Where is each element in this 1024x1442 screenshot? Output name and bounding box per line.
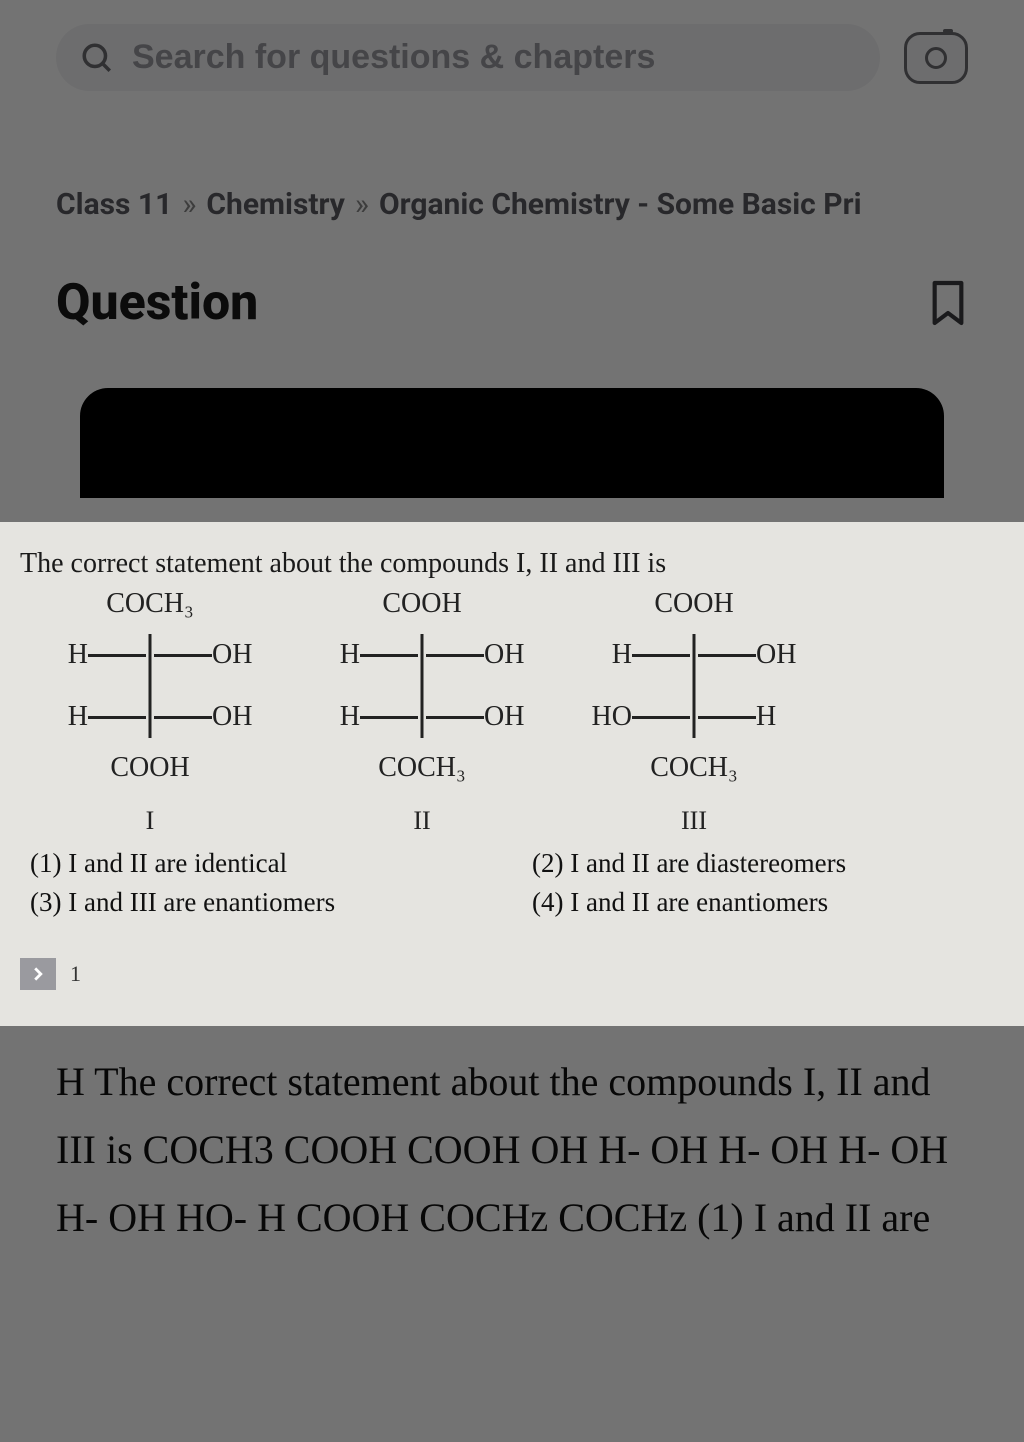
- option-4[interactable]: (4) I and II are enantiomers: [532, 887, 994, 918]
- structure-left-sub: HO: [572, 701, 632, 733]
- structure-right-sub: OH: [484, 701, 544, 733]
- option-1[interactable]: (1) I and II are identical: [30, 848, 492, 879]
- bond-vertical: [693, 666, 696, 738]
- structure-left-sub: H: [572, 639, 632, 671]
- bond-horizontal: [632, 716, 690, 719]
- answer-options: (1) I and II are identical (2) I and II …: [20, 848, 1004, 918]
- bond-horizontal: [154, 716, 212, 719]
- pager-current: 1: [70, 961, 81, 987]
- structure-label: II: [413, 806, 430, 836]
- image-lightbox[interactable]: The correct statement about the compound…: [0, 522, 1024, 1026]
- question-prompt: The correct statement about the compound…: [20, 548, 1004, 580]
- structure-right-sub: OH: [212, 701, 272, 733]
- bond-horizontal: [698, 654, 756, 657]
- structure-label: III: [681, 806, 707, 836]
- search-input[interactable]: [132, 38, 856, 77]
- structure-right-sub: OH: [212, 639, 272, 671]
- bond-horizontal: [426, 654, 484, 657]
- structure-left-sub: H: [28, 701, 88, 733]
- camera-button[interactable]: [904, 32, 968, 84]
- camera-flash-icon: [943, 29, 953, 33]
- bond-horizontal: [360, 654, 418, 657]
- structure-top-group: COOH: [654, 584, 733, 624]
- question-header: Question: [56, 274, 968, 332]
- bond-vertical: [149, 666, 152, 738]
- structure-left-sub: H: [28, 639, 88, 671]
- bond-horizontal: [632, 654, 690, 657]
- header-bar: [56, 24, 968, 91]
- structures-row: COCH₃ H OH H OH COOH I COOH: [20, 584, 1004, 836]
- page-title: Question: [56, 274, 258, 332]
- question-transcript: H The correct statement about the compou…: [56, 1048, 968, 1252]
- fischer-structure-3: COOH H OH HO H COCH₃ III: [564, 584, 824, 836]
- bond-horizontal: [88, 654, 146, 657]
- breadcrumb-item[interactable]: Chemistry: [206, 187, 344, 222]
- fischer-structure-1: COCH₃ H OH H OH COOH I: [20, 584, 280, 836]
- breadcrumb: Class 11 » Chemistry » Organic Chemistry…: [56, 187, 968, 222]
- breadcrumb-separator: »: [355, 187, 369, 222]
- structure-bottom-group: COOH: [110, 748, 189, 788]
- breadcrumb-separator: »: [182, 187, 196, 222]
- option-3[interactable]: (3) I and III are enantiomers: [30, 887, 492, 918]
- structure-left-sub: H: [300, 639, 360, 671]
- structure-top-group: COCH₃: [106, 584, 194, 624]
- structure-right-sub: OH: [756, 639, 816, 671]
- bond-horizontal: [154, 654, 212, 657]
- structure-top-group: COOH: [382, 584, 461, 624]
- bond-horizontal: [360, 716, 418, 719]
- structure-right-sub: OH: [484, 639, 544, 671]
- camera-lens-icon: [925, 47, 947, 69]
- structure-left-sub: H: [300, 701, 360, 733]
- option-2[interactable]: (2) I and II are diastereomers: [532, 848, 994, 879]
- search-bar[interactable]: [56, 24, 880, 91]
- structure-bottom-group: COCH₃: [378, 748, 466, 788]
- bond-vertical: [421, 666, 424, 738]
- structure-bottom-group: COCH₃: [650, 748, 738, 788]
- breadcrumb-item[interactable]: Organic Chemistry - Some Basic Pri: [379, 187, 862, 222]
- lightbox-pager: 1: [20, 958, 1004, 990]
- structure-label: I: [146, 806, 155, 836]
- bond-horizontal: [426, 716, 484, 719]
- breadcrumb-item[interactable]: Class 11: [56, 187, 172, 222]
- pager-prev-icon[interactable]: [20, 958, 56, 990]
- bond-horizontal: [698, 716, 756, 719]
- bookmark-icon[interactable]: [928, 279, 968, 327]
- bond-horizontal: [88, 716, 146, 719]
- structure-right-sub: H: [756, 701, 816, 733]
- search-icon: [80, 41, 114, 75]
- fischer-structure-2: COOH H OH H OH COCH₃ II: [292, 584, 552, 836]
- video-thumbnail[interactable]: [80, 388, 944, 498]
